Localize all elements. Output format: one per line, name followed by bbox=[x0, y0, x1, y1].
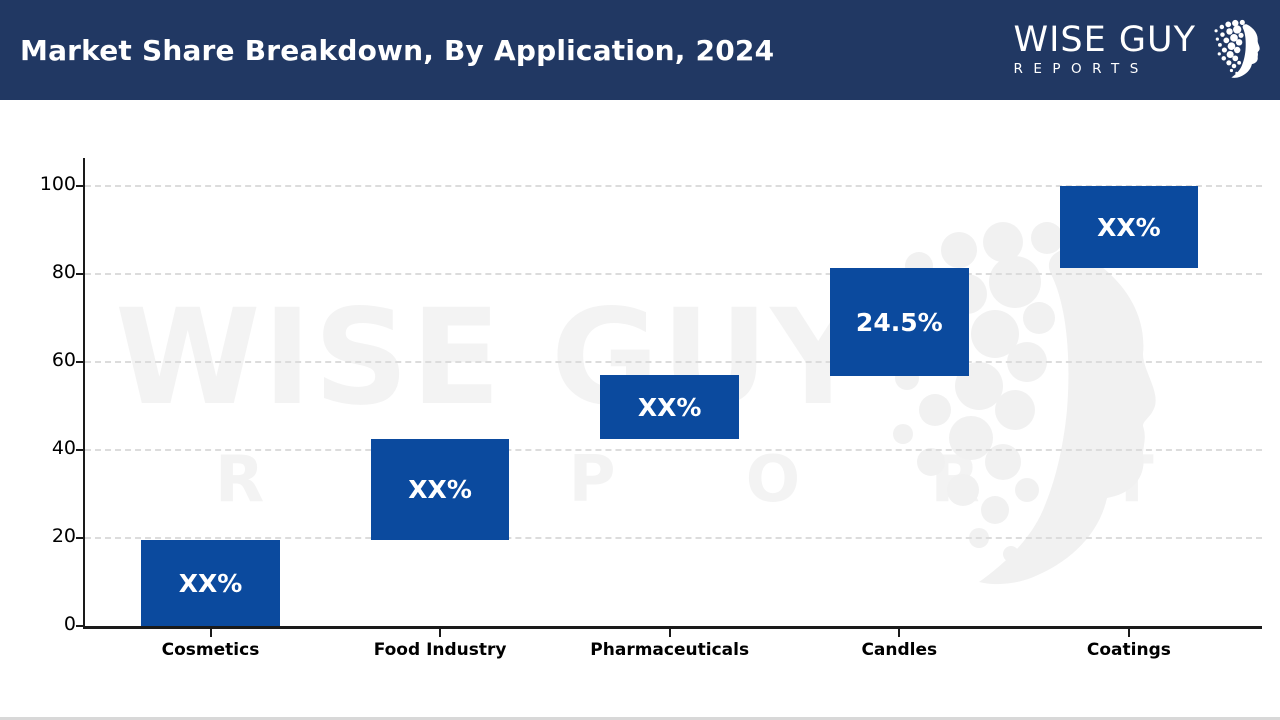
x-category-label: Cosmetics bbox=[161, 640, 260, 660]
logo-text: WISE GUY REPORTS bbox=[1013, 23, 1196, 77]
logo-subtext: REPORTS bbox=[1013, 61, 1149, 78]
gridline-80 bbox=[85, 273, 1262, 275]
x-category-label: Pharmaceuticals bbox=[590, 640, 750, 660]
x-axis-tick-mark bbox=[1127, 629, 1130, 637]
bar-pharmaceuticals: XX% bbox=[600, 375, 739, 439]
y-axis-tick-mark bbox=[76, 361, 85, 363]
bar-cosmetics: XX% bbox=[141, 540, 280, 626]
watermark-wordmark: WISE GUY bbox=[115, 281, 869, 435]
y-axis-tick-label: 80 bbox=[51, 261, 76, 283]
y-axis-tick-label: 60 bbox=[51, 349, 76, 371]
gridline-100 bbox=[85, 185, 1262, 187]
bottom-divider bbox=[0, 717, 1280, 720]
x-axis-tick-mark bbox=[209, 629, 212, 637]
y-axis-tick-label: 20 bbox=[51, 525, 76, 547]
gridline-40 bbox=[85, 449, 1262, 451]
x-axis-tick-mark bbox=[668, 629, 671, 637]
brand-logo: WISE GUY REPORTS bbox=[1013, 11, 1266, 89]
x-axis-tick-mark bbox=[439, 629, 442, 637]
y-axis-tick-mark bbox=[76, 537, 85, 539]
x-category-label: Food Industry bbox=[373, 640, 507, 660]
bar-value-label: XX% bbox=[637, 392, 702, 422]
y-axis-tick-label: 40 bbox=[51, 437, 76, 459]
x-category-label: Candles bbox=[861, 640, 938, 660]
y-axis-tick-mark bbox=[76, 185, 85, 187]
y-axis-tick-mark bbox=[76, 273, 85, 275]
gridline-60 bbox=[85, 361, 1262, 363]
x-axis-tick-mark bbox=[898, 629, 901, 637]
x-axis-line bbox=[83, 626, 1262, 629]
y-axis-line bbox=[83, 158, 85, 629]
page-title: Market Share Breakdown, By Application, … bbox=[20, 33, 775, 67]
y-axis-tick-label: 0 bbox=[63, 613, 76, 635]
bar-food-industry: XX% bbox=[370, 439, 510, 540]
bar-coatings: XX% bbox=[1059, 186, 1199, 269]
y-axis-tick-mark bbox=[76, 625, 85, 627]
logo-wordmark: WISE GUY bbox=[1013, 20, 1196, 61]
logo-face-icon bbox=[1214, 19, 1260, 78]
header: Market Share Breakdown, By Application, … bbox=[0, 0, 1280, 100]
y-axis-tick-label: 100 bbox=[39, 173, 76, 195]
bar-value-label: XX% bbox=[408, 474, 472, 504]
x-category-label: Coatings bbox=[1086, 640, 1171, 660]
bar-value-label: XX% bbox=[1097, 212, 1161, 242]
gridline-20 bbox=[85, 537, 1262, 539]
bar-value-label: XX% bbox=[178, 568, 243, 598]
y-axis-tick-mark bbox=[76, 449, 85, 451]
bar-value-label: 24.5% bbox=[855, 307, 943, 337]
bar-candles: 24.5% bbox=[830, 268, 969, 377]
